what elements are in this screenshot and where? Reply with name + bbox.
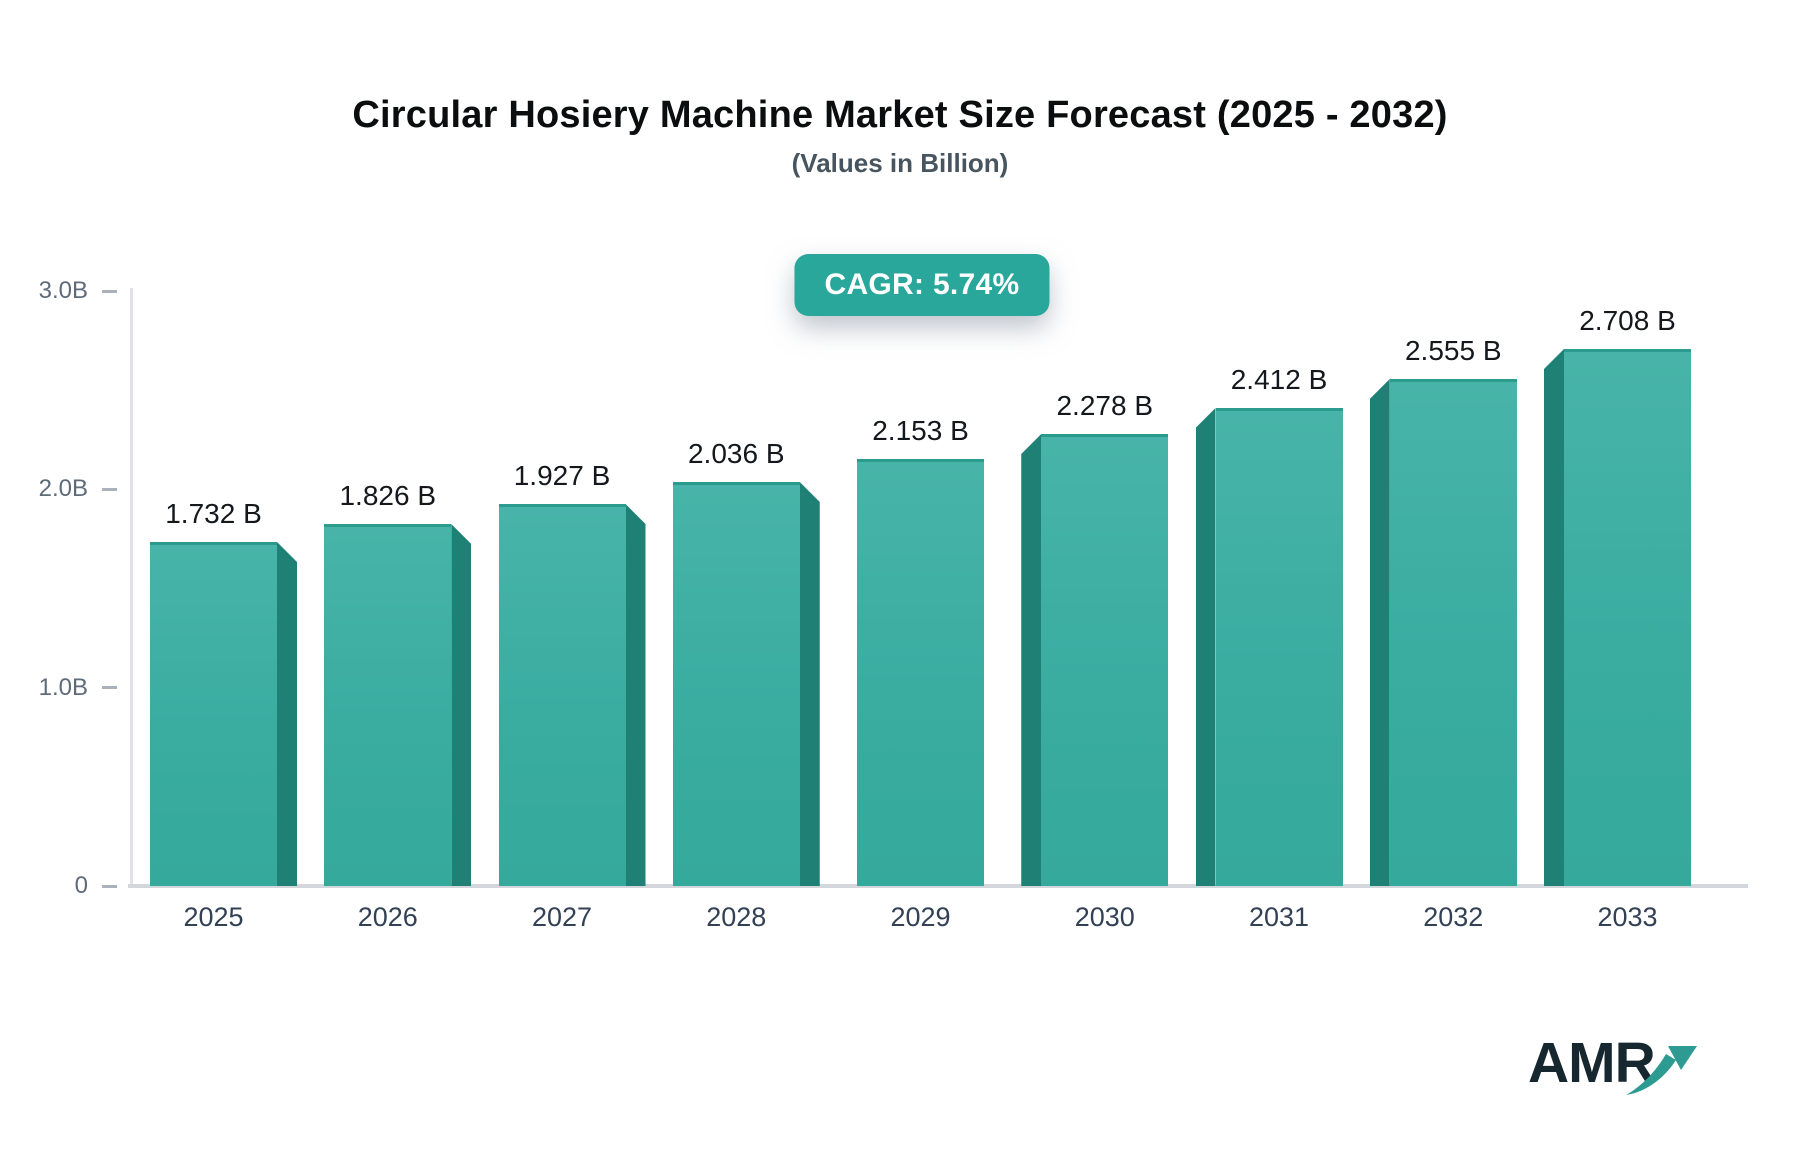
bar-value-label-2026: 1.826 B bbox=[339, 480, 437, 511]
y-tick-label: 3.0B bbox=[38, 277, 88, 304]
bar-2031 bbox=[1215, 408, 1343, 886]
bar-2025 bbox=[150, 542, 277, 886]
y-tick-mark bbox=[102, 487, 117, 491]
chart-subtitle: (Values in Billion) bbox=[791, 148, 1009, 178]
amr-logo-text: AMR bbox=[1528, 1031, 1656, 1095]
bar-value-label-2029: 2.153 B bbox=[872, 415, 969, 446]
x-tick-label-2031: 2031 bbox=[1248, 902, 1310, 932]
x-axis-line bbox=[128, 884, 1748, 888]
x-tick-label-2033: 2033 bbox=[1597, 902, 1658, 932]
bar-2028 bbox=[672, 482, 800, 886]
bar-value-label-2025: 1.732 B bbox=[165, 498, 262, 529]
x-tick-label-2029: 2029 bbox=[890, 902, 951, 932]
y-tick-label: 0 bbox=[74, 872, 88, 899]
y-axis-line bbox=[130, 288, 133, 886]
bar-2030 bbox=[1041, 434, 1169, 886]
y-tick-label: 2.0B bbox=[38, 475, 88, 503]
bar-value-label-2033: 2.708 B bbox=[1579, 305, 1676, 336]
bar-value-label-2028: 2.036 B bbox=[687, 438, 785, 469]
y-tick-mark bbox=[102, 884, 117, 888]
bar-2026 bbox=[324, 524, 452, 886]
x-tick-label-2030: 2030 bbox=[1074, 902, 1135, 932]
bar-side-2031 bbox=[1195, 408, 1216, 886]
x-tick-label-2028: 2028 bbox=[706, 902, 767, 932]
bar-value-label-2030: 2.278 B bbox=[1056, 390, 1154, 421]
trend-arrow-icon bbox=[1626, 1046, 1697, 1095]
x-tick-label-2027: 2027 bbox=[531, 902, 593, 932]
bar-side-2025 bbox=[277, 542, 297, 886]
bar-side-2033 bbox=[1544, 349, 1564, 886]
x-tick-label-2026: 2026 bbox=[357, 902, 418, 932]
bar-value-label-2027: 1.927 B bbox=[513, 460, 611, 491]
chart-title: Circular Hosiery Machine Market Size For… bbox=[352, 94, 1448, 136]
y-tick-mark bbox=[102, 289, 117, 293]
y-tick-label: 1.0B bbox=[38, 673, 88, 701]
bar-side-2028 bbox=[799, 482, 820, 886]
x-tick-label-2032: 2032 bbox=[1423, 902, 1484, 932]
bar-2032 bbox=[1389, 379, 1517, 886]
y-tick-mark bbox=[102, 686, 117, 690]
bar-2029 bbox=[857, 459, 984, 886]
bar-side-2030 bbox=[1021, 434, 1042, 886]
amr-logo: AMR bbox=[1528, 1030, 1788, 1122]
bar-side-2026 bbox=[451, 524, 472, 886]
bar-2027 bbox=[498, 504, 626, 886]
bar-value-label-2032: 2.555 B bbox=[1404, 335, 1502, 366]
bar-side-2032 bbox=[1369, 379, 1390, 886]
bar-2033 bbox=[1564, 349, 1691, 886]
cagr-badge: CAGR: 5.74% bbox=[794, 254, 1050, 316]
x-tick-label-2025: 2025 bbox=[183, 902, 244, 932]
bar-side-2027 bbox=[625, 504, 646, 886]
bar-value-label-2031: 2.412 B bbox=[1230, 364, 1328, 395]
